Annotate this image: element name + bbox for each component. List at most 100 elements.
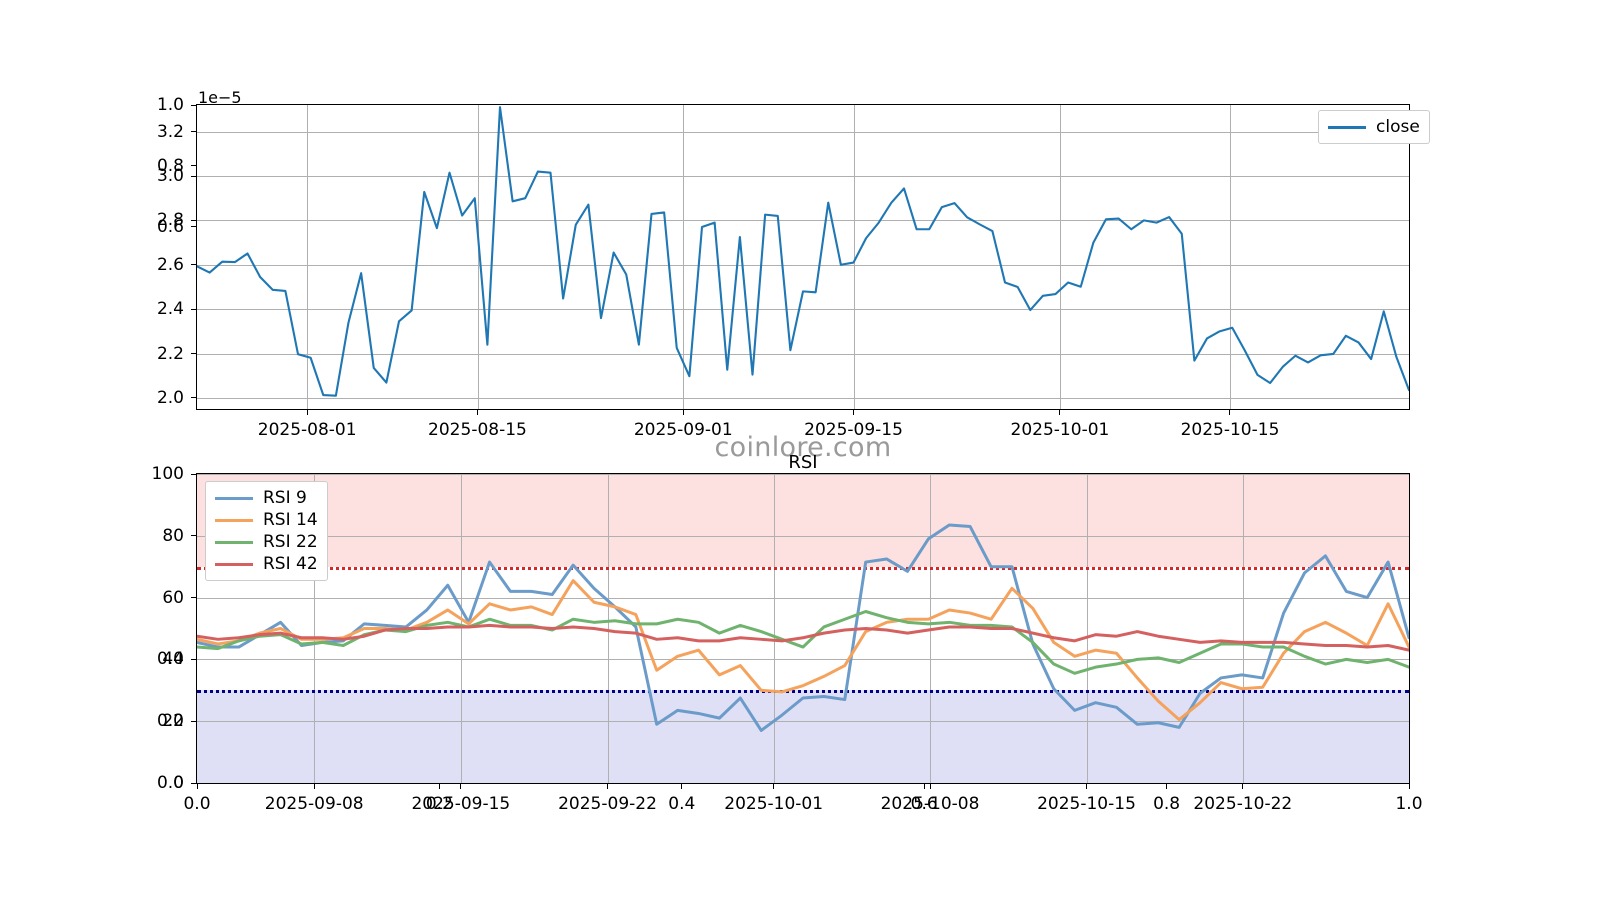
rsi-x-overlay-tick-mark bbox=[923, 784, 925, 789]
rsi-y-tick-label: 40 bbox=[162, 649, 184, 670]
rsi-x-overlay-tick-label: 0.6 bbox=[910, 794, 938, 814]
legend-color-swatch bbox=[215, 496, 253, 500]
price-chart-plot-area bbox=[196, 104, 1410, 410]
price-y-tick-label: 2.8 bbox=[156, 210, 184, 231]
rsi-chart-title: RSI bbox=[788, 452, 818, 473]
gridline-horizontal bbox=[197, 721, 1409, 723]
rsi-x-tick-label: 2025-10-01 bbox=[724, 794, 824, 814]
gridline-horizontal bbox=[197, 783, 1409, 784]
price-y-tick-label: 2.6 bbox=[156, 254, 184, 275]
price-chart-gridlines bbox=[197, 105, 1409, 409]
rsi-x-overlay-tick-mark bbox=[1166, 784, 1168, 789]
price-x-tick-mark bbox=[1229, 410, 1231, 415]
rsi-x-tick-mark bbox=[1242, 784, 1244, 789]
close-price-line bbox=[197, 106, 1409, 397]
legend-item-rsi-9[interactable]: RSI 9 bbox=[215, 487, 318, 509]
rsi-x-tick-label: 2025-10-08 bbox=[880, 794, 980, 814]
price-y-overlay-tick-mark bbox=[191, 104, 196, 106]
price-y-overlay-tick-label: 1.0 bbox=[156, 95, 184, 115]
price-y-tick-label: 3.0 bbox=[156, 166, 184, 186]
gridline-vertical bbox=[1059, 105, 1061, 409]
rsi-chart-plot-area bbox=[196, 473, 1410, 784]
rsi-x-tick-mark bbox=[460, 784, 462, 789]
rsi-x-overlay-tick-label: 0.4 bbox=[668, 794, 696, 814]
price-x-tick-mark bbox=[853, 410, 855, 415]
gridline-vertical bbox=[1086, 474, 1088, 783]
price-x-tick-label: 2025-10-15 bbox=[1180, 420, 1280, 440]
gridline-vertical bbox=[607, 474, 609, 783]
rsi-y-overlay-tick-label: 0.4 bbox=[156, 649, 184, 670]
gridline-vertical bbox=[853, 105, 855, 409]
rsi-x-tick-mark bbox=[313, 784, 315, 789]
price-x-tick-mark bbox=[306, 410, 308, 415]
gridline-horizontal bbox=[197, 131, 1409, 133]
gridline-vertical bbox=[307, 105, 309, 409]
rsi-x-tick-label: 2025-09-08 bbox=[264, 794, 364, 814]
legend-item-label: RSI 22 bbox=[263, 532, 318, 552]
rsi-x-tick-mark bbox=[607, 784, 608, 789]
rsi-x-tick-mark bbox=[773, 784, 775, 789]
price-chart-legend: close bbox=[1318, 110, 1430, 144]
rsi-line-rsi-9 bbox=[197, 523, 1409, 732]
rsi-x-overlay-tick-mark bbox=[196, 784, 198, 789]
gridline-horizontal bbox=[197, 264, 1409, 266]
price-x-tick-label: 2025-08-01 bbox=[257, 420, 357, 440]
rsi-x-overlay-tick-mark bbox=[1408, 784, 1410, 789]
rsi-x-tick-mark bbox=[929, 784, 931, 789]
price-y-overlay-tick-mark bbox=[191, 226, 196, 228]
rsi-x-overlay-tick-label: 0.8 bbox=[1153, 794, 1181, 814]
price-y-tick-mark bbox=[191, 131, 196, 133]
gridline-vertical bbox=[683, 105, 685, 409]
price-y-tick-mark bbox=[191, 219, 196, 221]
rsi-oversold-threshold-line bbox=[197, 690, 1409, 694]
price-x-tick-mark bbox=[682, 410, 684, 415]
legend-item-label: close bbox=[1376, 117, 1420, 137]
price-x-tick-label: 2025-08-15 bbox=[428, 420, 527, 440]
rsi-x-overlay-tick-label: 0.2 bbox=[425, 794, 453, 814]
legend-item-close[interactable]: close bbox=[1328, 116, 1420, 138]
rsi-line-series bbox=[197, 523, 1409, 732]
price-y-tick-mark bbox=[191, 264, 196, 266]
rsi-y-overlay-tick-mark bbox=[191, 720, 196, 722]
rsi-x-overlay-tick-label: 0.0 bbox=[183, 794, 211, 814]
rsi-x-tick-label: 2025-10-22 bbox=[1193, 794, 1293, 814]
legend-item-rsi-22[interactable]: RSI 22 bbox=[215, 531, 318, 553]
price-y-tick-mark bbox=[191, 308, 196, 310]
price-y-tick-label: 2.0 bbox=[156, 387, 184, 408]
rsi-chart-legend: RSI 9 RSI 14 RSI 22 RSI 42 bbox=[205, 481, 328, 581]
legend-item-label: RSI 14 bbox=[263, 510, 318, 530]
rsi-y-tick-label: 80 bbox=[162, 525, 184, 546]
legend-item-label: RSI 42 bbox=[263, 554, 318, 574]
price-y-overlay-tick-mark bbox=[191, 165, 196, 167]
price-y-overlay-tick-label: 0.8 bbox=[156, 155, 184, 176]
rsi-y-tick-label: 60 bbox=[162, 587, 184, 608]
legend-color-swatch bbox=[1328, 125, 1366, 129]
gridline-vertical bbox=[460, 474, 462, 783]
price-y-tick-mark bbox=[191, 353, 196, 355]
price-x-tick-mark bbox=[476, 410, 478, 415]
price-y-tick-label: 3.2 bbox=[156, 121, 184, 142]
rsi-x-overlay-tick-mark bbox=[681, 784, 683, 789]
legend-color-swatch bbox=[215, 518, 253, 522]
price-x-tick-label: 2025-09-15 bbox=[804, 420, 903, 440]
rsi-y-tick-mark bbox=[191, 535, 196, 537]
price-x-tick-mark bbox=[1059, 410, 1061, 415]
price-y-tick-label: 2.4 bbox=[156, 299, 184, 320]
legend-item-rsi-42[interactable]: RSI 42 bbox=[215, 553, 318, 575]
price-y-tick-mark bbox=[191, 397, 196, 399]
rsi-x-tick-label: 2025-10-15 bbox=[1037, 794, 1136, 814]
price-y-tick-label: 2.2 bbox=[156, 343, 184, 364]
price-line-series bbox=[197, 106, 1409, 397]
legend-item-rsi-14[interactable]: RSI 14 bbox=[215, 509, 318, 531]
gridline-horizontal bbox=[197, 474, 1409, 475]
gridline-vertical bbox=[1230, 105, 1231, 409]
gridline-horizontal bbox=[197, 176, 1409, 177]
rsi-x-tick-label: 2025-09-22 bbox=[558, 794, 657, 814]
price-x-tick-label: 2025-09-01 bbox=[633, 420, 733, 440]
rsi-y-tick-label: 0 bbox=[173, 773, 184, 793]
rsi-oversold-band bbox=[197, 690, 1409, 783]
gridline-horizontal bbox=[197, 535, 1409, 537]
gridline-horizontal bbox=[197, 397, 1409, 399]
legend-color-swatch bbox=[215, 562, 253, 566]
